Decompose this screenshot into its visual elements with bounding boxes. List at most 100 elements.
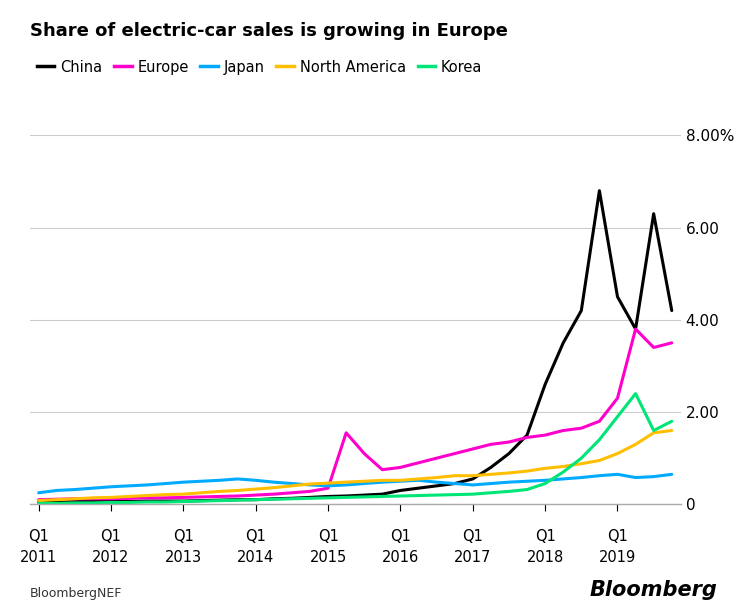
Japan — [124, 482, 133, 490]
Japan — [378, 478, 387, 486]
China — [360, 491, 369, 499]
Japan — [269, 478, 278, 486]
China — [505, 450, 514, 458]
North America — [450, 472, 459, 480]
North America — [53, 496, 61, 503]
Europe — [559, 427, 568, 434]
North America — [360, 477, 369, 485]
Text: Q1: Q1 — [101, 530, 121, 544]
Korea — [522, 486, 531, 493]
North America — [505, 469, 514, 477]
Korea — [541, 480, 550, 487]
Japan — [432, 478, 441, 486]
Japan — [396, 477, 405, 485]
Japan — [34, 489, 43, 496]
China — [378, 491, 387, 498]
Korea — [179, 498, 188, 506]
Text: BloombergNEF: BloombergNEF — [30, 587, 122, 600]
Japan — [631, 474, 640, 481]
Europe — [468, 445, 477, 453]
China — [53, 498, 61, 506]
Japan — [414, 477, 423, 484]
China — [396, 487, 405, 494]
Text: Share of electric-car sales is growing in Europe: Share of electric-car sales is growing i… — [30, 22, 508, 39]
Text: 2018: 2018 — [526, 550, 564, 565]
Line: Europe: Europe — [38, 329, 672, 499]
Text: Bloomberg: Bloomberg — [590, 579, 718, 600]
Japan — [306, 481, 314, 488]
North America — [124, 493, 133, 500]
North America — [161, 491, 169, 498]
China — [631, 325, 640, 333]
Text: 2012: 2012 — [92, 550, 130, 565]
Japan — [486, 480, 495, 487]
China — [414, 485, 423, 492]
Europe — [161, 494, 169, 502]
Europe — [306, 488, 314, 495]
North America — [595, 457, 604, 464]
Europe — [53, 496, 61, 503]
Europe — [215, 493, 224, 500]
Europe — [233, 492, 242, 499]
Europe — [287, 489, 296, 496]
North America — [70, 495, 79, 502]
Korea — [323, 494, 332, 502]
Europe — [649, 344, 658, 351]
North America — [486, 470, 495, 478]
North America — [233, 487, 242, 494]
Europe — [179, 494, 188, 501]
North America — [34, 497, 43, 504]
North America — [107, 494, 115, 501]
Europe — [414, 459, 423, 466]
Korea — [124, 499, 133, 506]
North America — [269, 484, 278, 491]
Korea — [107, 499, 115, 506]
North America — [143, 492, 152, 499]
Japan — [89, 485, 98, 492]
Europe — [89, 495, 98, 502]
Japan — [541, 477, 550, 484]
North America — [287, 482, 296, 490]
Korea — [486, 489, 495, 496]
North America — [577, 460, 586, 467]
China — [287, 494, 296, 502]
Text: Q1: Q1 — [317, 530, 338, 544]
Japan — [53, 487, 61, 494]
Korea — [505, 488, 514, 495]
Europe — [595, 418, 604, 425]
Japan — [179, 478, 188, 486]
Korea — [414, 492, 423, 499]
North America — [432, 474, 441, 481]
Korea — [595, 436, 604, 443]
Text: 2015: 2015 — [309, 550, 347, 565]
Line: Korea: Korea — [38, 394, 672, 503]
Japan — [505, 478, 514, 486]
North America — [468, 472, 477, 480]
Korea — [631, 390, 640, 397]
Korea — [287, 495, 296, 502]
China — [323, 493, 332, 500]
Europe — [124, 494, 133, 502]
China — [215, 496, 224, 504]
Europe — [631, 325, 640, 333]
Europe — [342, 429, 351, 437]
China — [613, 293, 622, 301]
North America — [631, 440, 640, 448]
Europe — [323, 485, 332, 492]
Europe — [197, 493, 206, 501]
Korea — [252, 496, 260, 503]
Text: 2017: 2017 — [454, 550, 491, 565]
Korea — [378, 493, 387, 500]
North America — [179, 491, 188, 498]
Text: 2014: 2014 — [237, 550, 275, 565]
Japan — [577, 474, 586, 481]
Line: China: China — [38, 191, 672, 502]
Europe — [522, 434, 531, 441]
Korea — [468, 491, 477, 498]
Text: Q1: Q1 — [462, 530, 483, 544]
Korea — [360, 493, 369, 501]
Korea — [70, 499, 79, 507]
Text: 2016: 2016 — [382, 550, 419, 565]
Text: 2019: 2019 — [599, 550, 636, 565]
China — [468, 475, 477, 483]
